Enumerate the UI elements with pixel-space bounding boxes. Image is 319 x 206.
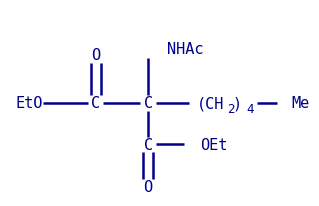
- Text: EtO: EtO: [15, 96, 43, 111]
- Text: ): ): [232, 96, 241, 111]
- Text: 2: 2: [227, 103, 235, 116]
- Text: OEt: OEt: [200, 137, 227, 152]
- Text: NHAc: NHAc: [167, 42, 203, 57]
- Text: 4: 4: [246, 103, 254, 116]
- Text: C: C: [91, 96, 100, 111]
- Text: (CH: (CH: [197, 96, 224, 111]
- Text: C: C: [144, 96, 153, 111]
- Text: C: C: [144, 137, 153, 152]
- Text: O: O: [144, 179, 153, 194]
- Text: O: O: [91, 48, 100, 63]
- Text: Me: Me: [292, 96, 310, 111]
